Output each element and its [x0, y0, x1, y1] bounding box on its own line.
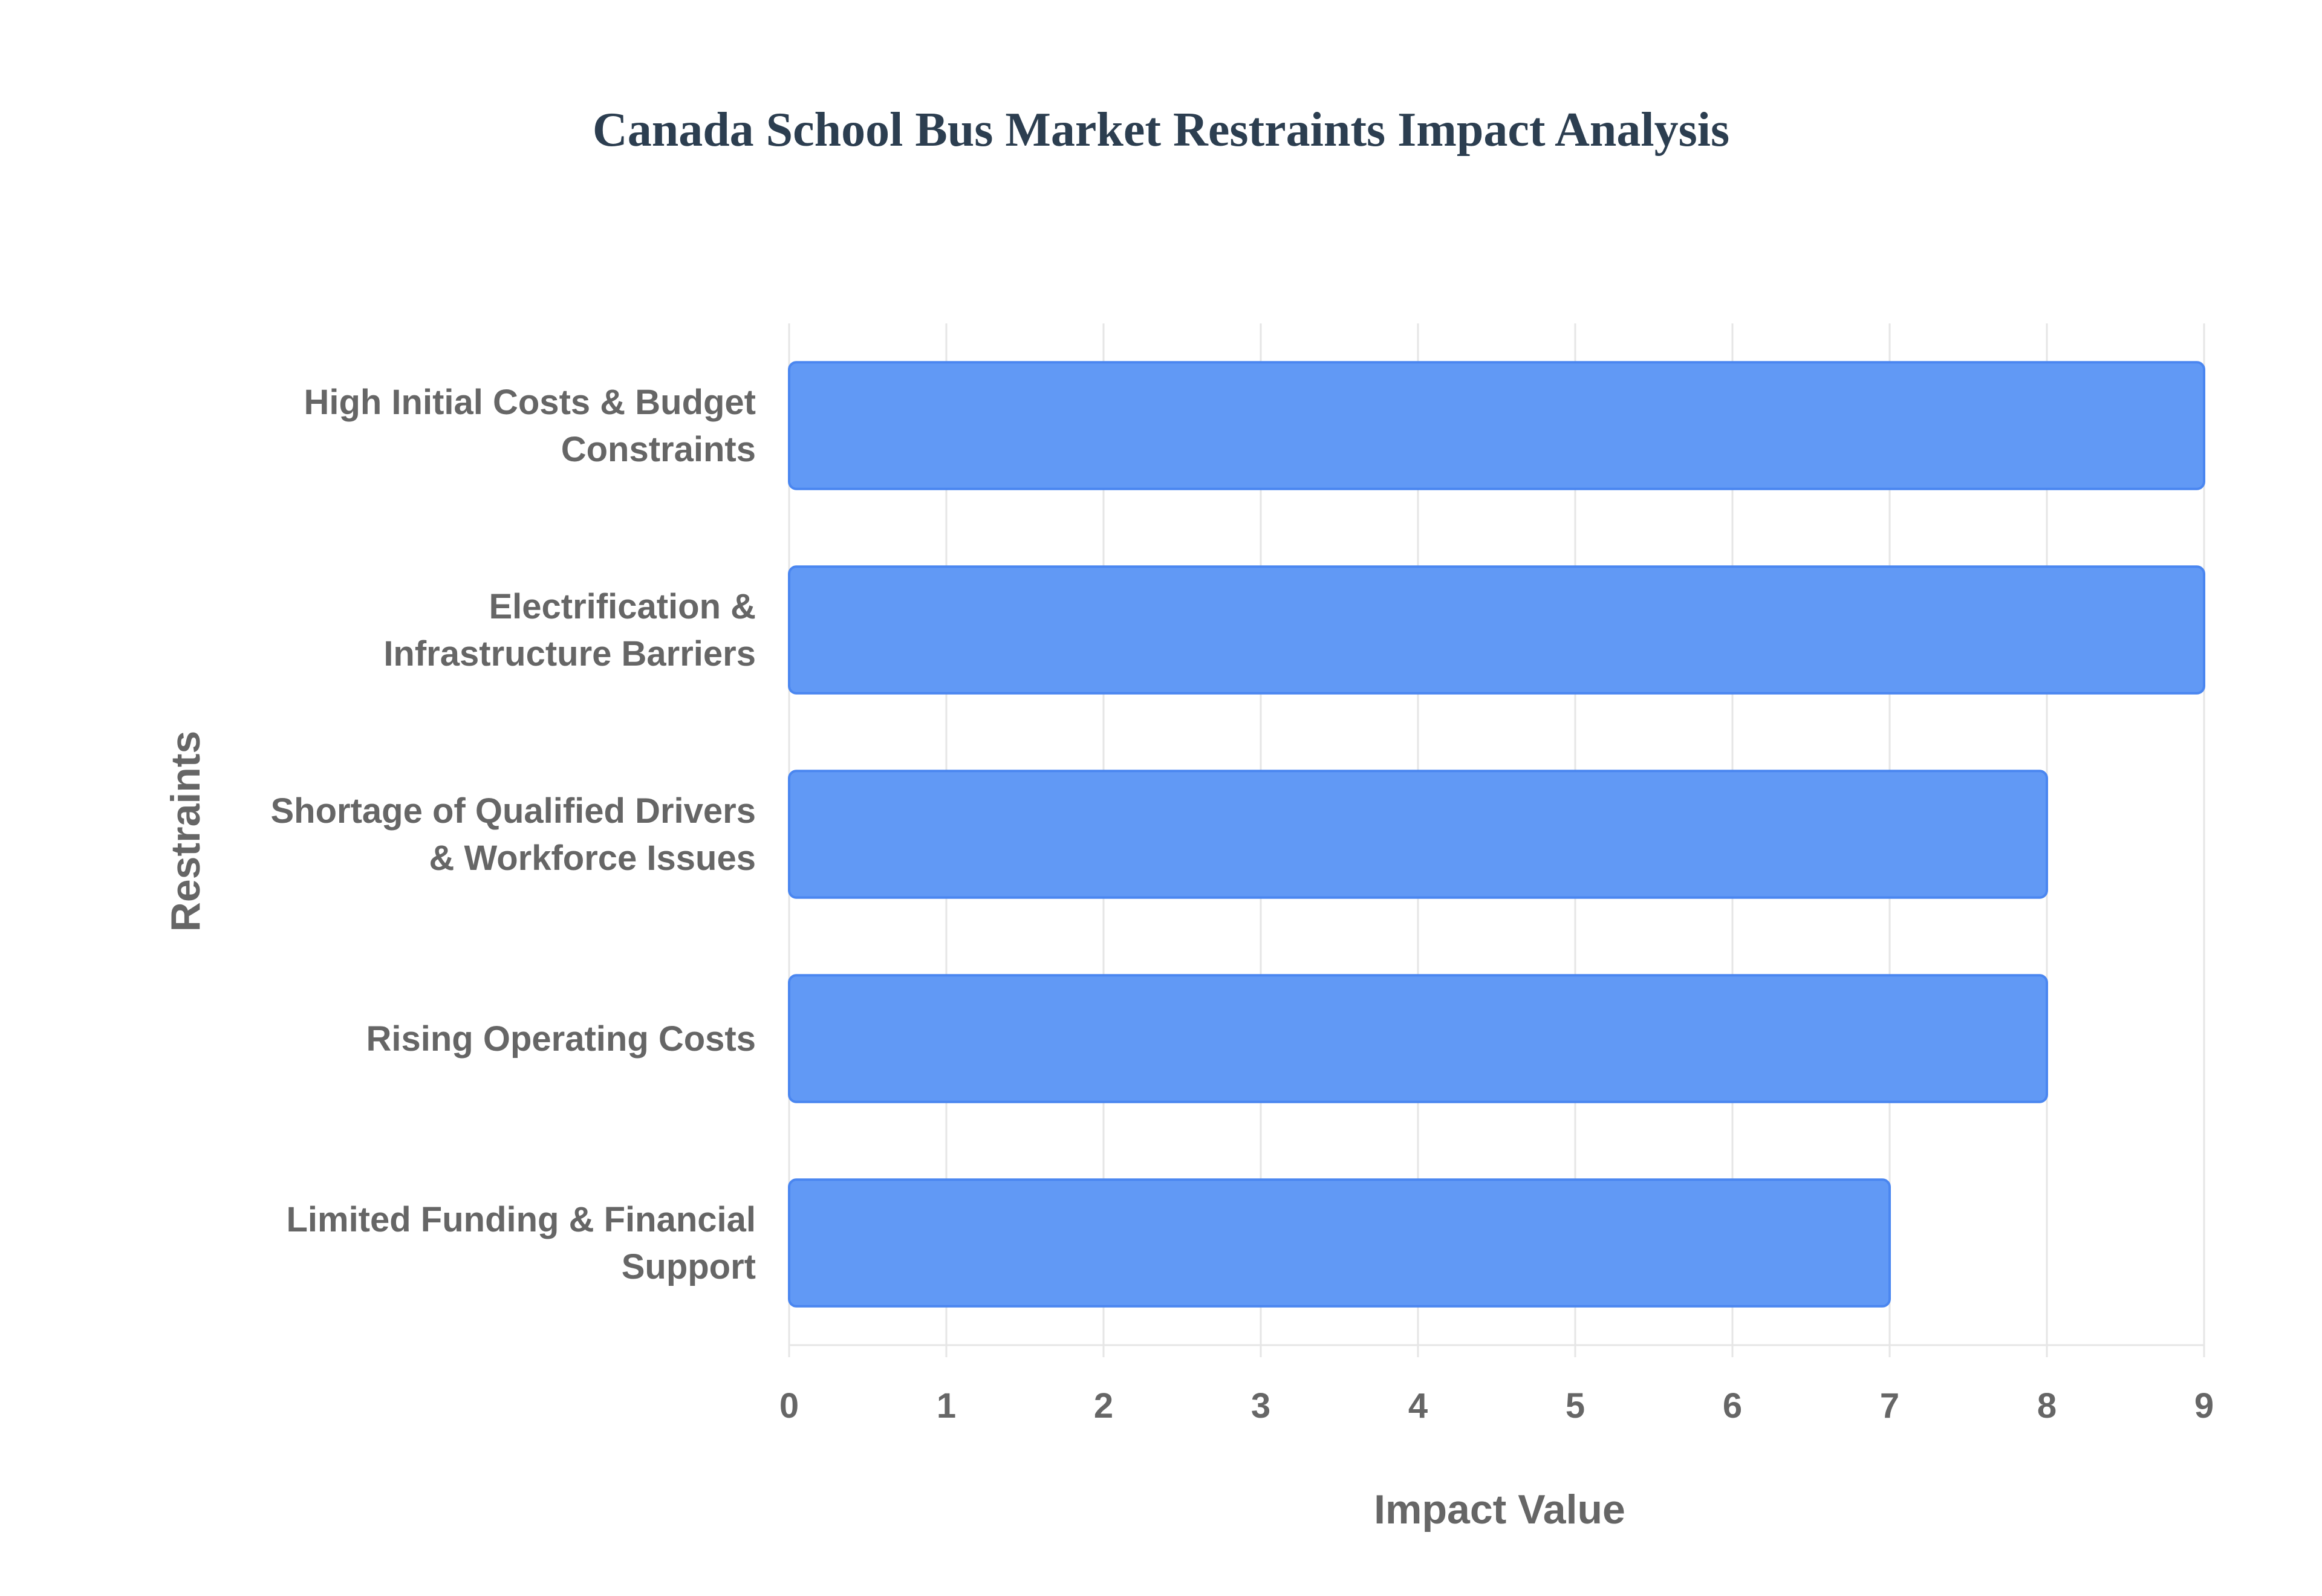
x-tick-label: 5: [1566, 1386, 1585, 1426]
bar: [788, 361, 2205, 490]
bar: [788, 1178, 1891, 1308]
x-tick-label: 7: [1880, 1386, 1899, 1426]
x-axis-title: Impact Value: [1374, 1487, 1625, 1533]
category-label: Limited Funding & Financial Support: [286, 1200, 756, 1286]
x-tick-label: 1: [937, 1386, 956, 1426]
category-label: Rising Operating Costs: [366, 1019, 756, 1059]
x-tick-label: 9: [2194, 1386, 2214, 1426]
x-tick-label: 2: [1094, 1386, 1113, 1426]
x-axis-ticks: 0 1 2 3 4 5 6 7 8 9: [779, 1386, 2214, 1426]
category-label: Shortage of Qualified Drivers & Workforce…: [270, 791, 756, 878]
y-axis-categories: High Initial Costs & Budget Constraints El…: [270, 383, 756, 1286]
x-tick-label: 8: [2037, 1386, 2057, 1426]
bar: [788, 974, 2048, 1103]
x-tick-label: 4: [1408, 1386, 1428, 1426]
bar: [788, 565, 2205, 695]
bar: [788, 770, 2048, 899]
x-tick-label: 0: [779, 1386, 799, 1426]
chart-title: Canada School Bus Market Restraints Impa…: [592, 103, 1730, 157]
x-tick-label: 3: [1251, 1386, 1270, 1426]
y-axis-title: Restraints: [163, 731, 209, 932]
category-label: High Initial Costs & Budget Constraints: [304, 383, 756, 469]
bars: [788, 361, 2205, 1308]
x-tick-label: 6: [1723, 1386, 1742, 1426]
category-label: Electrification & Infrastructure Barriers: [383, 587, 756, 673]
